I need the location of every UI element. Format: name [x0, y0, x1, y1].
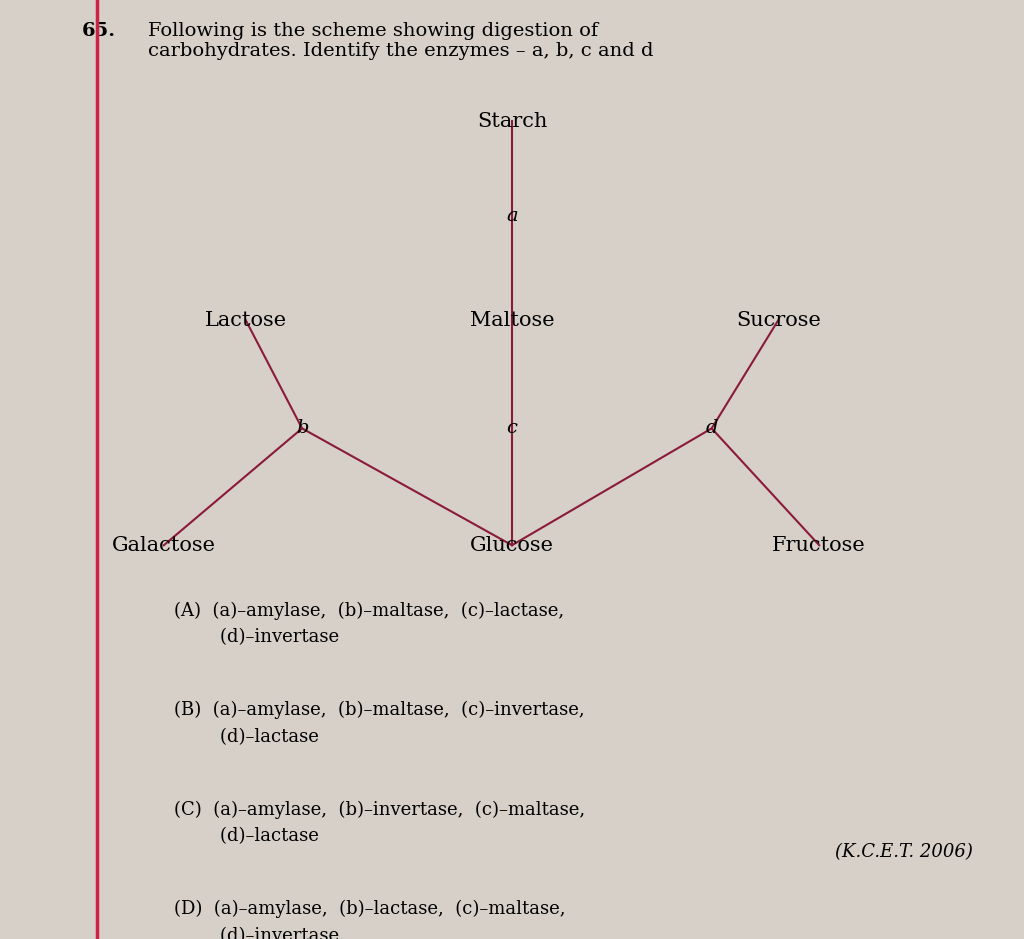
Text: Galactose: Galactose [112, 536, 216, 555]
Text: Sucrose: Sucrose [736, 311, 820, 330]
Text: Glucose: Glucose [470, 536, 554, 555]
Text: (A)  (a)–amylase,  (b)–maltase,  (c)–lactase,
        (d)–invertase: (A) (a)–amylase, (b)–maltase, (c)–lactas… [174, 602, 564, 646]
Text: Maltose: Maltose [470, 311, 554, 330]
Text: b: b [296, 420, 308, 438]
Text: (K.C.E.T. 2006): (K.C.E.T. 2006) [835, 843, 973, 861]
Text: (D)  (a)–amylase,  (b)–lactase,  (c)–maltase,
        (d)–invertase.: (D) (a)–amylase, (b)–lactase, (c)–maltas… [174, 901, 565, 939]
Text: c: c [507, 420, 517, 438]
Text: (B)  (a)–amylase,  (b)–maltase,  (c)–invertase,
        (d)–lactase: (B) (a)–amylase, (b)–maltase, (c)–invert… [174, 701, 585, 746]
Text: a: a [506, 208, 518, 225]
Text: 65.: 65. [82, 22, 116, 39]
Text: Lactose: Lactose [205, 311, 287, 330]
Text: Starch: Starch [477, 112, 547, 131]
Text: d: d [706, 420, 718, 438]
Text: (C)  (a)–amylase,  (b)–invertase,  (c)–maltase,
        (d)–lactase: (C) (a)–amylase, (b)–invertase, (c)–malt… [174, 801, 585, 845]
Text: Following is the scheme showing digestion of
carbohydrates. Identify the enzymes: Following is the scheme showing digestio… [148, 22, 654, 60]
Text: Fructose: Fructose [772, 536, 866, 555]
